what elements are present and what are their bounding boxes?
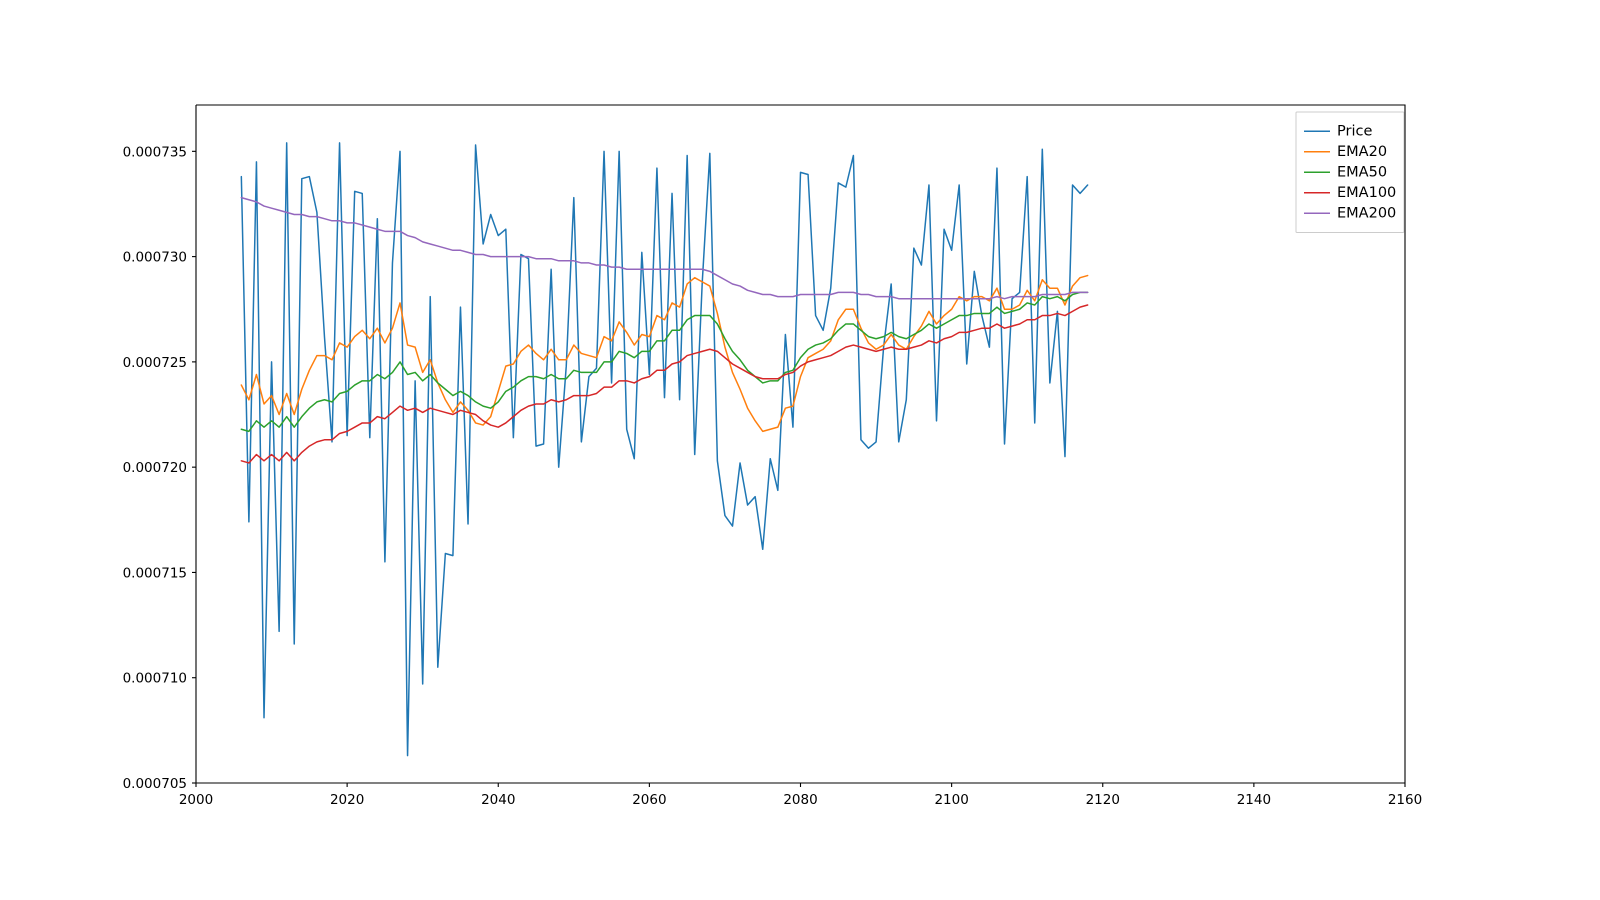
x-tick-label: 2060 bbox=[632, 792, 666, 808]
series-line-price bbox=[240, 142, 1089, 757]
y-axis-ticks: 0.000705 0.000710 0.000715 0.000720 0.000725… bbox=[123, 144, 196, 792]
x-tick-label: 2000 bbox=[179, 792, 213, 808]
y-tick-label: 0.000715 bbox=[123, 565, 187, 581]
y-tick-label: 0.000730 bbox=[123, 250, 187, 266]
legend-label-ema100[interactable]: EMA100 bbox=[1337, 185, 1396, 201]
x-tick-label: 2040 bbox=[481, 792, 515, 808]
legend-label-ema200[interactable]: EMA200 bbox=[1337, 205, 1396, 221]
y-tick-label: 0.000725 bbox=[123, 355, 187, 371]
x-tick-label: 2140 bbox=[1237, 792, 1271, 808]
legend-label-price[interactable]: Price bbox=[1337, 123, 1372, 139]
x-tick-label: 2020 bbox=[330, 792, 364, 808]
series-line-ema50 bbox=[240, 291, 1089, 433]
axis-spine-left-bottom bbox=[195, 105, 1405, 784]
x-tick-label: 2100 bbox=[934, 792, 968, 808]
chart-legend[interactable]: Price EMA20 EMA50 EMA100 EMA200 bbox=[1295, 111, 1405, 233]
series-line-ema20 bbox=[240, 274, 1089, 433]
legend-label-ema50[interactable]: EMA50 bbox=[1337, 164, 1387, 180]
y-tick-label: 0.000735 bbox=[123, 144, 187, 160]
data-series-group bbox=[240, 142, 1089, 757]
y-tick-label: 0.000705 bbox=[123, 776, 187, 792]
series-line-ema200 bbox=[240, 196, 1089, 300]
x-tick-label: 2080 bbox=[783, 792, 817, 808]
axes-spines bbox=[195, 104, 1406, 784]
x-axis-ticks: 2000 2020 2040 2060 2080 2100 2120 2140 2160 bbox=[179, 783, 1422, 808]
axes-background bbox=[196, 105, 1405, 783]
axis-spine-top-right bbox=[196, 104, 1406, 783]
x-tick-label: 2120 bbox=[1086, 792, 1120, 808]
legend-label-ema20[interactable]: EMA20 bbox=[1337, 144, 1387, 160]
legend-background bbox=[1295, 111, 1405, 233]
y-tick-label: 0.000720 bbox=[123, 460, 187, 476]
x-tick-label: 2160 bbox=[1388, 792, 1422, 808]
series-line-ema100 bbox=[240, 304, 1089, 464]
y-tick-label: 0.000710 bbox=[123, 671, 187, 687]
